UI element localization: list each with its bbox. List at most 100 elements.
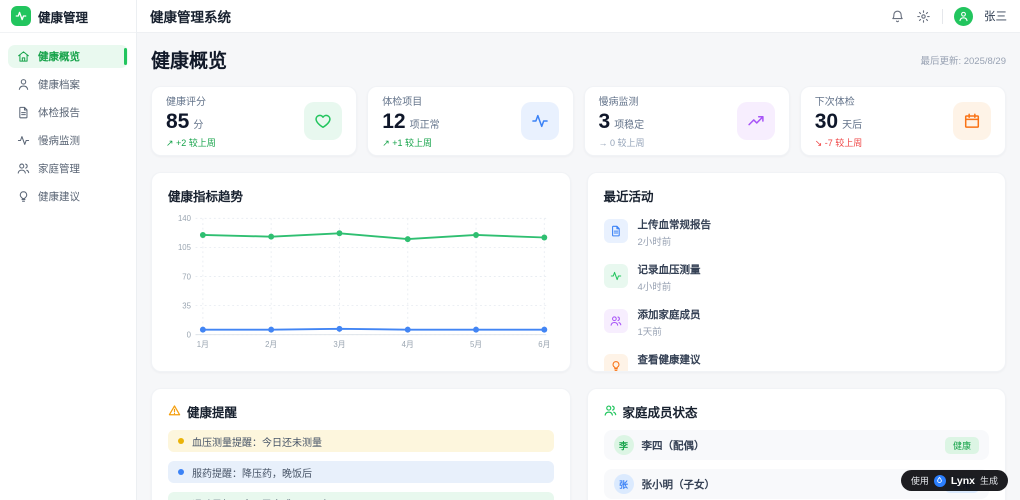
activity-item-title: 查看健康建议 — [637, 354, 701, 367]
stat-icon-box — [953, 102, 991, 140]
activity-icon — [531, 114, 548, 128]
stat-unit: 分 — [193, 120, 204, 131]
trend-icon — [748, 116, 764, 126]
sidebar-nav: 健康概览 健康档案 体检报告 慢病监测 家庭管理 健康建议 — [0, 33, 136, 220]
activity-item-record-bp[interactable]: 记录血压测量 4小时前 — [603, 264, 990, 294]
main-area: 健康管理系统 张三 健康概览 最后更新: 2025/8/29 健康评分 85 分 — [137, 0, 1020, 500]
bulb-icon — [19, 191, 28, 202]
reminder-dot — [178, 469, 184, 475]
svg-text:35: 35 — [182, 301, 191, 310]
stat-value: 85 — [166, 110, 190, 133]
drop-icon — [937, 476, 943, 483]
middle-row: 健康指标趋势 0 35 70 105 140 1月 2月 3月 4月 5月 6月 最近活动 上传血常… — [151, 172, 1006, 372]
notifications-bell-icon[interactable] — [890, 9, 905, 24]
stat-label: 体检项目 — [382, 97, 423, 108]
svg-text:1月: 1月 — [197, 340, 209, 349]
stat-unit: 天后 — [842, 120, 863, 131]
sidebar-item-family[interactable]: 家庭管理 — [8, 157, 128, 180]
reminder-dot — [178, 438, 184, 444]
activity-icon — [610, 272, 621, 281]
member-avatar: 张 — [613, 474, 634, 494]
activity-item-time: 4小时前 — [637, 282, 672, 294]
watermark-brand: Lynx — [950, 474, 975, 487]
user-name[interactable]: 张三 — [984, 11, 1007, 23]
svg-text:140: 140 — [178, 214, 192, 223]
bell-icon — [892, 10, 903, 22]
activity-item-add-member[interactable]: 添加家庭成员 1天前 — [603, 309, 990, 339]
sidebar-item-records[interactable]: 健康档案 — [8, 73, 128, 96]
stat-card-checkup-items[interactable]: 体检项目 12 项正常 ↗ +1 较上周 — [367, 86, 574, 156]
app-logo: 健康管理 — [0, 0, 136, 33]
reminders-title-row: 健康提醒 — [168, 402, 554, 421]
stat-unit: 项正常 — [409, 120, 440, 131]
reminder-exercise-goal: 运动目标：今日已完成 8000 步 — [168, 492, 554, 500]
activity-item-upload-report[interactable]: 上传血常规报告 2小时前 — [603, 219, 990, 248]
users-icon — [604, 404, 616, 416]
stat-icon-box — [304, 102, 343, 140]
stat-card-health-score[interactable]: 健康评分 85 分 ↗ +2 较上周 — [151, 86, 358, 156]
warning-icon — [168, 404, 181, 420]
watermark-suffix: 生成 — [979, 476, 998, 486]
sidebar-item-advice[interactable]: 健康建议 — [8, 185, 128, 208]
bottom-row: 健康提醒 血压测量提醒：今日还未测量 服药提醒：降压药，晚饭后 运动目标：今日已… — [151, 388, 1006, 500]
system-title: 健康管理系统 — [150, 10, 231, 25]
sidebar-item-overview[interactable]: 健康概览 — [8, 45, 128, 68]
member-name: 李四（配偶） — [641, 439, 705, 452]
activity-icon — [17, 136, 30, 145]
recent-activity-card: 最近活动 上传血常规报告 2小时前 记录血压测量 4小时前 添加家庭成员 1天前… — [586, 172, 1006, 372]
member-row-lisi[interactable]: 李 李四（配偶） 健康 — [603, 430, 989, 460]
activity-item-text: 上传血常规报告 2小时前 — [638, 219, 712, 248]
sidebar-item-label: 健康建议 — [38, 191, 80, 203]
page-content: 健康概览 最后更新: 2025/8/29 健康评分 85 分 ↗ +2 较上周 … — [137, 33, 1020, 500]
stat-delta: ↘ -7 较上周 — [814, 138, 863, 148]
family-title: 家庭成员状态 — [622, 406, 698, 420]
warning-icon — [168, 404, 181, 415]
reminder-bp-reminder: 血压测量提醒：今日还未测量 — [168, 430, 554, 452]
home-icon — [18, 51, 29, 62]
sidebar-item-reports[interactable]: 体检报告 — [8, 101, 128, 124]
svg-text:2月: 2月 — [265, 340, 277, 349]
app-logo-text: 健康管理 — [38, 10, 89, 25]
page-header: 健康概览 最后更新: 2025/8/29 — [151, 46, 1006, 73]
users-icon — [17, 163, 30, 174]
file-icon — [611, 225, 620, 237]
member-status-badge: 健康 — [944, 436, 979, 454]
sidebar-item-label: 健康档案 — [38, 79, 80, 91]
activity-item-time: 2小时前 — [637, 237, 672, 249]
stat-label: 慢病监测 — [598, 97, 639, 108]
stat-card-info: 慢病监测 3 项稳定 → 0 较上周 — [599, 93, 645, 149]
sidebar-item-monitoring[interactable]: 慢病监测 — [8, 129, 128, 152]
stat-card-info: 下次体检 30 天后 ↘ -7 较上周 — [815, 93, 863, 149]
settings-gear-icon[interactable] — [916, 9, 931, 24]
bulb-icon — [612, 361, 619, 371]
family-title-row: 家庭成员状态 — [604, 402, 990, 421]
users-icon — [604, 404, 617, 420]
sidebar-item-label: 家庭管理 — [38, 163, 80, 175]
stat-card-chronic-monitoring[interactable]: 慢病监测 3 项稳定 → 0 较上周 — [583, 86, 790, 156]
trend-line-chart: 0 35 70 105 140 1月 2月 3月 4月 5月 6月 — [178, 214, 550, 349]
reminder-text: 血压测量提醒：今日还未测量 — [192, 437, 322, 449]
activity-item-view-advice[interactable]: 查看健康建议 2天前 — [603, 354, 990, 372]
reminder-text: 服药提醒：降压药，晚饭后 — [192, 468, 312, 480]
file-icon — [19, 106, 28, 119]
activity-item-title: 记录血压测量 — [637, 264, 701, 277]
lynx-logo-icon — [933, 474, 946, 487]
activity-item-title: 上传血常规报告 — [637, 219, 712, 231]
activity-item-icon-box — [603, 309, 628, 334]
user-avatar[interactable] — [954, 6, 973, 26]
topbar-actions: 张三 — [890, 6, 1007, 26]
reminders-card: 健康提醒 血压测量提醒：今日还未测量 服药提醒：降压药，晚饭后 运动目标：今日已… — [151, 388, 571, 500]
stat-icon-box — [520, 102, 559, 140]
activity-item-time: 2天前 — [638, 370, 701, 372]
activity-item-time: 1天前 — [637, 327, 662, 339]
stat-value: 12 — [382, 110, 406, 133]
reminder-text: 运动目标：今日已完成 8000 步 — [192, 496, 330, 500]
reminder-medication-reminder: 服药提醒：降压药，晚饭后 — [168, 461, 554, 483]
activity-list: 上传血常规报告 2小时前 记录血压测量 4小时前 添加家庭成员 1天前 查看健康… — [603, 219, 990, 372]
member-avatar: 李 — [613, 435, 634, 455]
lynx-watermark: 使用 Lynx 生成 — [900, 470, 1008, 491]
stat-card-info: 健康评分 85 分 ↗ +2 较上周 — [166, 93, 216, 149]
activity-item-title: 添加家庭成员 — [637, 309, 701, 322]
stat-card-next-checkup[interactable]: 下次体检 30 天后 ↘ -7 较上周 — [799, 86, 1006, 156]
last-updated: 最后更新: 2025/8/29 — [920, 55, 1006, 67]
